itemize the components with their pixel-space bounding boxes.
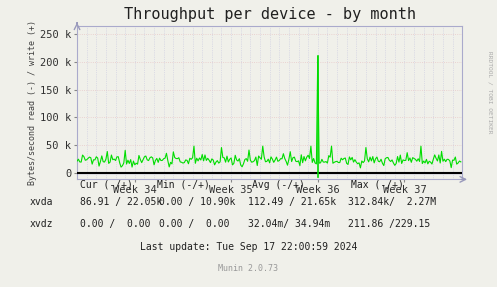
Text: 32.04m/ 34.94m: 32.04m/ 34.94m xyxy=(248,219,331,229)
Text: Avg (-/+): Avg (-/+) xyxy=(252,180,305,190)
Text: 0.00 / 10.90k: 0.00 / 10.90k xyxy=(159,197,236,207)
Text: 0.00 /  0.00: 0.00 / 0.00 xyxy=(159,219,230,229)
Text: Cur (-/+): Cur (-/+) xyxy=(81,180,133,190)
Text: 312.84k/  2.27M: 312.84k/ 2.27M xyxy=(348,197,436,207)
Text: 86.91 / 22.05k: 86.91 / 22.05k xyxy=(80,197,162,207)
Text: 211.86 /229.15: 211.86 /229.15 xyxy=(348,219,430,229)
Text: Max (-/+): Max (-/+) xyxy=(351,180,404,190)
Text: Last update: Tue Sep 17 22:00:59 2024: Last update: Tue Sep 17 22:00:59 2024 xyxy=(140,242,357,252)
Text: Min (-/+): Min (-/+) xyxy=(158,180,210,190)
Y-axis label: Bytes/second read (-) / write (+): Bytes/second read (-) / write (+) xyxy=(28,20,37,185)
Text: 0.00 /  0.00: 0.00 / 0.00 xyxy=(80,219,150,229)
Text: xvda: xvda xyxy=(30,197,53,207)
Title: Throughput per device - by month: Throughput per device - by month xyxy=(124,7,415,22)
Text: xvdz: xvdz xyxy=(30,219,53,229)
Text: RRDTOOL / TOBI OETIKER: RRDTOOL / TOBI OETIKER xyxy=(487,51,492,133)
Text: 112.49 / 21.65k: 112.49 / 21.65k xyxy=(248,197,336,207)
Text: Munin 2.0.73: Munin 2.0.73 xyxy=(219,264,278,273)
